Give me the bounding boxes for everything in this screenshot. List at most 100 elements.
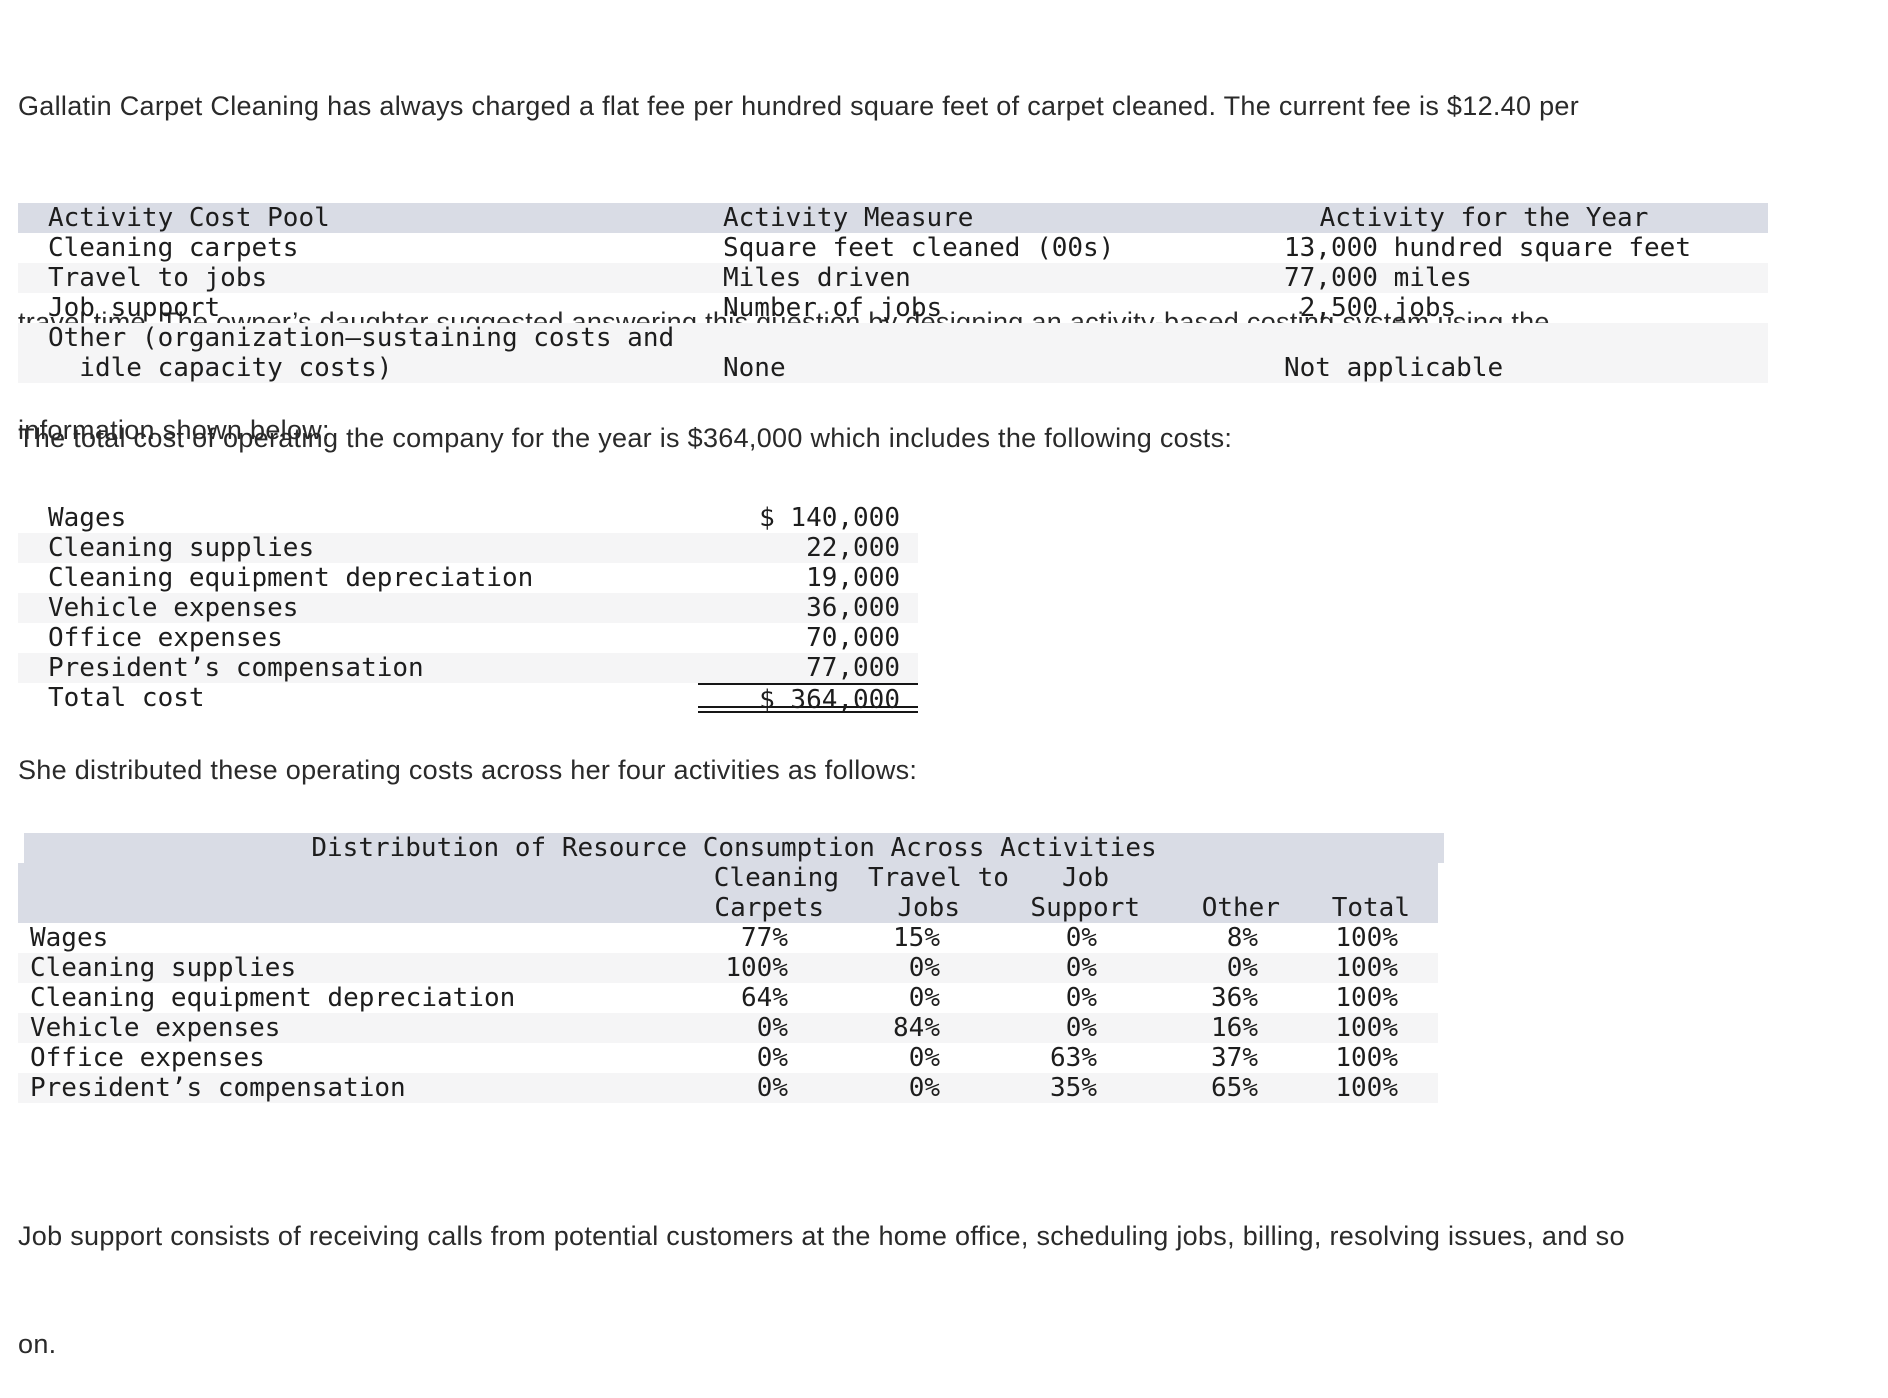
intro-line-1: Gallatin Carpet Cleaning has always char… xyxy=(18,91,1580,121)
cost-table-row: Wages $ 140,000 xyxy=(18,503,918,533)
pct-total: 100% xyxy=(1335,923,1398,953)
cost-label-cell: Office expenses xyxy=(48,623,283,653)
distribution-row-label: Wages xyxy=(30,923,109,953)
total-cost-label-cell: Total cost xyxy=(48,683,205,713)
distribution-row-label: Cleaning supplies xyxy=(30,953,297,983)
activity-year-cell: 13,000 hundred square feet xyxy=(1284,233,1691,263)
pct-job-support: 63% xyxy=(1050,1043,1097,1073)
column-header-total: Total xyxy=(1331,893,1410,923)
cost-label-cell: Cleaning supplies xyxy=(48,533,315,563)
pct-cleaning-carpets: 0% xyxy=(756,1043,788,1073)
distribution-group-header-row: Cleaning Travel to Job xyxy=(18,863,1438,893)
cost-table-row: Cleaning supplies 22,000 xyxy=(18,533,918,563)
distribution-table-row: Wages 77% 15% 0% 8% 100% xyxy=(18,923,1438,953)
column-header-carpets: Carpets xyxy=(714,893,824,923)
activity-pool-cell: Other (organization–sustaining costs and… xyxy=(48,323,675,383)
activity-year-cell: 77,000 miles xyxy=(1284,263,1472,293)
intro-line-4: information shown below: xyxy=(18,415,330,445)
cost-amount-cell: 36,000 xyxy=(806,593,900,623)
activity-measure-cell: Miles driven xyxy=(723,263,911,293)
pct-other: 0% xyxy=(1226,953,1258,983)
distribution-table-title: Distribution of Resource Consumption Acr… xyxy=(24,833,1444,863)
cost-table-row: Vehicle expenses 36,000 xyxy=(18,593,918,623)
pct-travel-to-jobs: 0% xyxy=(908,953,940,983)
cost-amount-cell: 70,000 xyxy=(806,623,900,653)
distribution-table-row: President’s compensation 0% 0% 35% 65% 1… xyxy=(18,1073,1438,1103)
activity-table-row: Travel to jobs Miles driven 77,000 miles xyxy=(18,263,1768,293)
activity-cost-pool-table: Activity Cost Pool Activity Measure Acti… xyxy=(18,203,1768,383)
activity-year-cell: 2,500 jobs xyxy=(1284,293,1457,323)
pct-other: 37% xyxy=(1211,1043,1258,1073)
pct-total: 100% xyxy=(1335,1073,1398,1103)
activity-pool-cell: Job support xyxy=(48,293,221,323)
cost-label-cell: Vehicle expenses xyxy=(48,593,299,623)
cost-table-row: Office expenses 70,000 xyxy=(18,623,918,653)
cost-table-total-row: Total cost $ 364,000 xyxy=(18,683,918,715)
group-header-label: Cleaning xyxy=(713,863,839,893)
pct-cleaning-carpets: 64% xyxy=(741,983,788,1013)
pct-travel-to-jobs: 15% xyxy=(893,923,940,953)
cost-amount-cell: $ 140,000 xyxy=(759,503,900,533)
pct-total: 100% xyxy=(1335,1013,1398,1043)
distribution-row-label: Office expenses xyxy=(30,1043,265,1073)
pct-job-support: 0% xyxy=(1065,1013,1097,1043)
cost-amount-cell: 77,000 xyxy=(806,653,900,683)
total-cost-paragraph: The total cost of operating the company … xyxy=(18,423,1233,453)
activity-measure-cell: Number of jobs xyxy=(723,293,943,323)
pct-travel-to-jobs: 0% xyxy=(908,983,940,1013)
job-support-line-2: on. xyxy=(18,1329,57,1359)
distribution-table-row: Cleaning equipment depreciation 64% 0% 0… xyxy=(18,983,1438,1013)
pct-travel-to-jobs: 0% xyxy=(908,1043,940,1073)
group-header-travel: Travel to xyxy=(824,863,1009,893)
activity-table-header-row: Activity Cost Pool Activity Measure Acti… xyxy=(18,203,1768,233)
cost-label-cell: President’s compensation xyxy=(48,653,424,683)
pct-other: 65% xyxy=(1211,1073,1258,1103)
pct-total: 100% xyxy=(1335,1043,1398,1073)
distribution-column-header-row: Carpets Jobs Support Other Total xyxy=(18,893,1438,923)
activity-measure-cell: None xyxy=(723,353,786,383)
cost-label-cell: Wages xyxy=(48,503,127,533)
total-cost-amount-cell: $ 364,000 xyxy=(698,683,918,715)
distribution-table-row: Vehicle expenses 0% 84% 0% 16% 100% xyxy=(18,1013,1438,1043)
activity-measure-cell: Square feet cleaned (00s) xyxy=(723,233,1115,263)
activity-measure-header: Activity Measure xyxy=(723,203,974,233)
cost-breakdown-table: Wages $ 140,000 Cleaning supplies 22,000… xyxy=(18,503,918,715)
activity-table-row: Job support Number of jobs 2,500 jobs xyxy=(18,293,1768,323)
activity-table-row: Cleaning carpets Square feet cleaned (00… xyxy=(18,233,1768,263)
pct-other: 16% xyxy=(1211,1013,1258,1043)
pct-job-support: 0% xyxy=(1065,923,1097,953)
pct-travel-to-jobs: 84% xyxy=(893,1013,940,1043)
cost-table-row: Cleaning equipment depreciation 19,000 xyxy=(18,563,918,593)
pct-cleaning-carpets: 100% xyxy=(725,953,788,983)
activity-year-header: Activity for the Year xyxy=(1319,203,1649,233)
job-support-paragraph: Job support consists of receiving calls … xyxy=(18,1146,1625,1398)
activity-year-cell: Not applicable xyxy=(1284,353,1504,383)
activity-pool-cell: Travel to jobs xyxy=(48,263,268,293)
cost-table-row: President’s compensation 77,000 xyxy=(18,653,918,683)
column-header-other: Other xyxy=(1201,893,1280,923)
group-header-label: Travel to xyxy=(868,863,1009,893)
distribution-paragraph: She distributed these operating costs ac… xyxy=(18,755,918,785)
pct-job-support: 35% xyxy=(1050,1073,1097,1103)
group-header-job: Job xyxy=(960,863,1140,893)
distribution-row-label: Vehicle expenses xyxy=(30,1013,281,1043)
pct-cleaning-carpets: 0% xyxy=(756,1013,788,1043)
group-header-cleaning: Cleaning xyxy=(618,863,839,893)
activity-table-row: Other (organization–sustaining costs and… xyxy=(18,323,1768,383)
distribution-table: Distribution of Resource Consumption Acr… xyxy=(18,833,1444,1103)
pct-cleaning-carpets: 77% xyxy=(741,923,788,953)
cost-label-cell: Cleaning equipment depreciation xyxy=(48,563,534,593)
activity-pool-cell: Cleaning carpets xyxy=(48,233,299,263)
distribution-row-label: Cleaning equipment depreciation xyxy=(30,983,516,1013)
pct-job-support: 0% xyxy=(1065,983,1097,1013)
activity-cost-pool-header: Activity Cost Pool xyxy=(48,203,330,233)
distribution-row-label: President’s compensation xyxy=(30,1073,406,1103)
cost-amount-cell: 19,000 xyxy=(806,563,900,593)
pct-travel-to-jobs: 0% xyxy=(908,1073,940,1103)
pct-total: 100% xyxy=(1335,953,1398,983)
job-support-line-1: Job support consists of receiving calls … xyxy=(18,1221,1625,1251)
pct-other: 36% xyxy=(1211,983,1258,1013)
cost-amount-cell: 22,000 xyxy=(806,533,900,563)
group-header-label: Job xyxy=(1062,863,1109,893)
pct-job-support: 0% xyxy=(1065,953,1097,983)
